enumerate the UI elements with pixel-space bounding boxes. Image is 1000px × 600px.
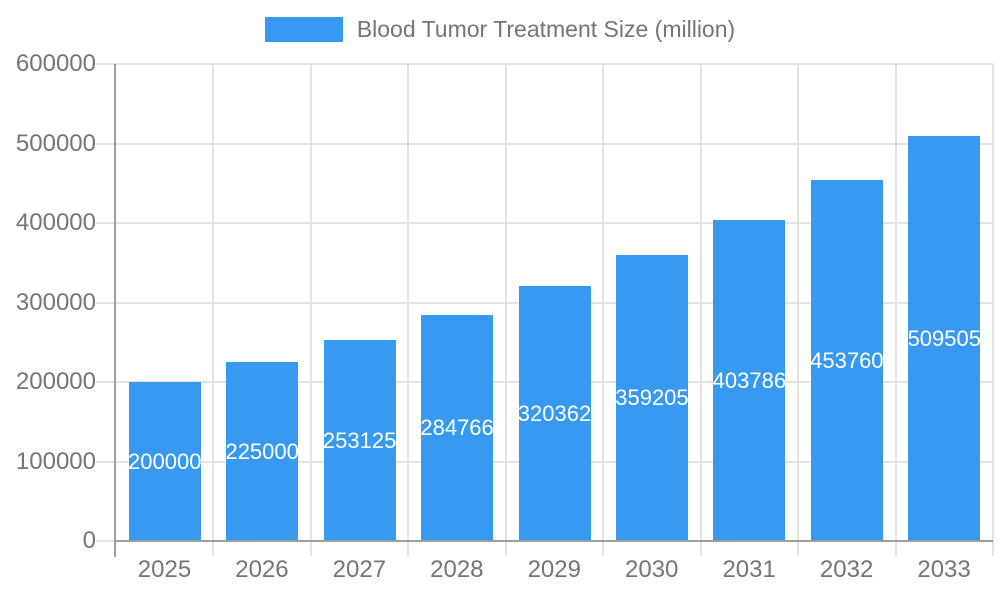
gridline-horizontal [96,222,993,224]
gridline-horizontal [96,142,993,145]
bar-value-label: 253125 [323,427,396,453]
gridline-vertical [309,64,312,556]
x-axis-tick-label: 2026 [235,556,289,583]
bar: 253125 [323,340,396,541]
bar-value-label: 359205 [615,385,688,410]
y-axis-tick-label: 100000 [15,447,96,475]
bar: 320362 [518,286,591,541]
gridline-vertical [894,64,897,556]
bar-value-label: 403786 [713,367,786,393]
gridline-vertical [992,64,994,556]
x-axis-tick-label: 2032 [819,556,874,583]
y-axis-tick-label: 200000 [15,368,96,395]
gridline-vertical [212,64,215,556]
legend[interactable]: Blood Tumor Treatment Size (million) [0,16,1000,43]
bar-value-label: 200000 [128,448,201,474]
bar-value-label: 453760 [810,347,883,373]
y-axis-tick-label: 300000 [15,288,96,316]
bar: 509505 [908,136,981,541]
bar: 453760 [810,180,883,541]
y-axis-tick-label: 500000 [15,129,96,157]
plot-area: 200000 225000 253125 284766 320362 359205 4037… [96,63,994,556]
legend-label[interactable]: Blood Tumor Treatment Size (million) [356,16,736,42]
x-axis-tick-label: 2027 [332,556,387,583]
y-axis-tick-label: 400000 [15,209,96,236]
bar-value-label: 284766 [421,415,494,440]
bar-value-label: 509505 [908,325,981,351]
x-axis-tick-label: 2033 [917,556,971,583]
gridline-vertical [602,64,605,556]
x-axis-tick-label: 2031 [722,556,776,583]
legend-swatch[interactable] [264,17,343,42]
bar-value-label: 225000 [226,438,299,464]
x-axis-tick-label: 2029 [527,556,581,583]
x-axis-tick-label: 2030 [625,556,679,583]
bar: 225000 [226,362,299,541]
bar: 284766 [421,315,494,541]
gridline-horizontal [96,540,116,542]
gridline-vertical [504,64,507,556]
y-axis-tick-label: 600000 [15,50,96,77]
gridline-vertical [699,64,702,556]
y-axis-tick-label: 0 [82,527,96,554]
x-axis-tick-label: 2028 [430,556,484,583]
bar: 200000 [128,382,201,541]
bar: 359205 [615,255,688,541]
bar: 403786 [713,220,786,541]
x-axis-tick-label: 2025 [137,556,192,583]
x-axis-line [116,540,993,542]
y-axis-line [114,64,116,557]
gridline-vertical [797,64,800,556]
bar-value-label: 320362 [518,400,591,426]
gridline-horizontal [96,63,993,65]
gridline-vertical [407,64,410,556]
